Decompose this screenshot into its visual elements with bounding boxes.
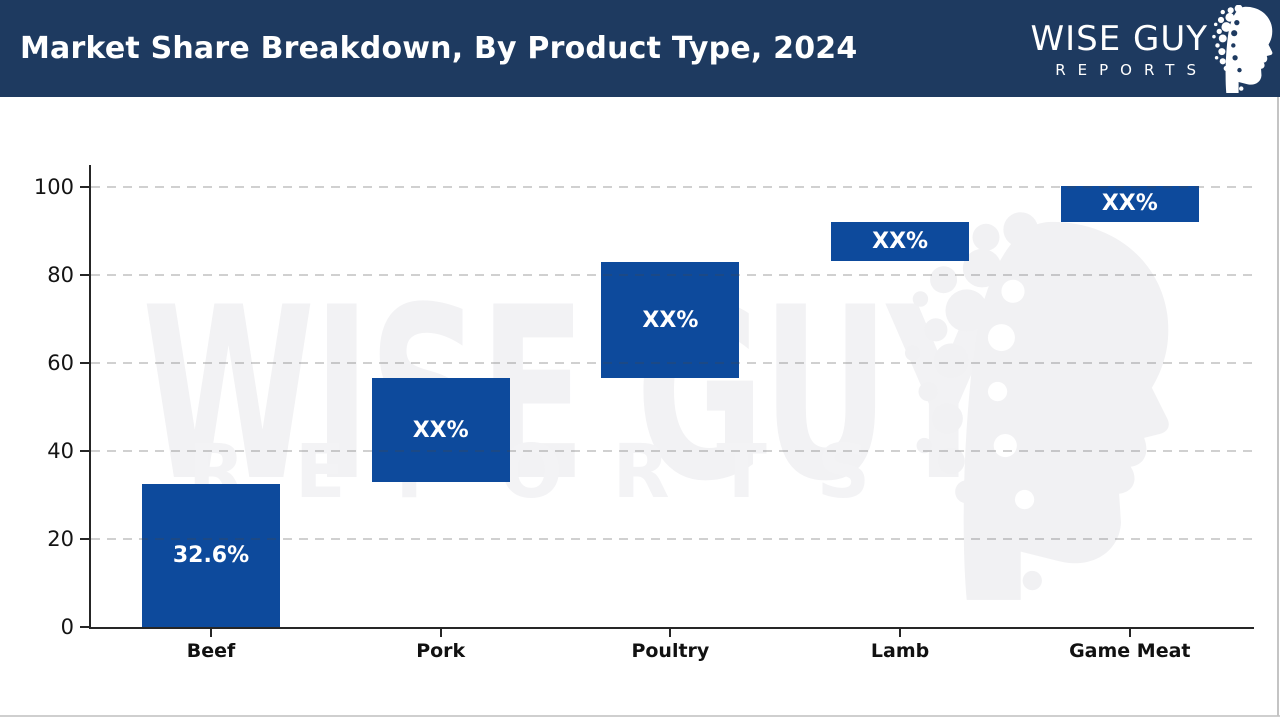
x-tick-label-poultry: Poultry — [631, 640, 710, 662]
gridline-60 — [91, 362, 1253, 364]
y-tick-label: 20 — [47, 527, 74, 551]
x-tick-label-lamb: Lamb — [870, 640, 930, 662]
y-tick-mark — [80, 538, 89, 540]
x-tick-mark — [210, 629, 212, 637]
x-tick-label-pork: Pork — [416, 640, 466, 662]
gridline-20 — [91, 538, 1253, 540]
bar-value-label: 32.6% — [172, 542, 250, 568]
chart-area: WISE GUY REPORTS 0 20 40 60 8 — [0, 97, 1280, 720]
bar-beef: 32.6% — [142, 483, 280, 627]
y-tick-mark — [80, 274, 89, 276]
x-tick-label-beef: Beef — [186, 640, 236, 662]
wise-guy-logo: WISE GUY REPORTS — [1030, 4, 1274, 94]
gridline-80 — [91, 274, 1253, 276]
watermark-head-icon — [905, 212, 1169, 600]
x-axis-line — [89, 627, 1254, 629]
y-axis-line — [89, 165, 91, 629]
bar-pork: XX% — [371, 378, 510, 482]
bar-game-meat: XX% — [1060, 185, 1199, 223]
y-tick-mark — [80, 362, 89, 364]
header-bar: Market Share Breakdown, By Product Type,… — [0, 0, 1280, 97]
y-tick-label: 100 — [33, 175, 74, 199]
y-tick-mark — [80, 450, 89, 452]
watermark: WISE GUY REPORTS — [0, 97, 1280, 720]
y-tick-mark — [80, 186, 89, 188]
watermark-subtext: REPORTS — [188, 429, 921, 515]
page-right-border — [1277, 97, 1279, 716]
gridline-40 — [91, 450, 1253, 452]
y-tick-mark — [80, 626, 89, 628]
watermark-wordmark: WISE GUY — [142, 257, 1001, 534]
logo-subtext: REPORTS — [1055, 60, 1208, 79]
bar-value-label: XX% — [412, 417, 469, 443]
logo-wordmark: WISE GUY — [1030, 18, 1208, 59]
page-bottom-border — [0, 715, 1280, 717]
bar-value-label: XX% — [642, 307, 699, 333]
y-tick-label: 40 — [47, 439, 74, 463]
page-title: Market Share Breakdown, By Product Type,… — [20, 31, 858, 66]
x-tick-mark — [1128, 629, 1131, 637]
x-tick-mark — [669, 629, 672, 637]
x-tick-label-game-meat: Game Meat — [1069, 640, 1191, 662]
x-tick-mark — [899, 629, 902, 637]
bar-value-label: XX% — [872, 229, 929, 255]
y-tick-label: 0 — [60, 615, 74, 639]
bar-lamb: XX% — [831, 222, 970, 261]
gridline-100 — [91, 186, 1253, 188]
logo-text: WISE GUY REPORTS — [1030, 20, 1208, 79]
logo-head-icon — [1212, 5, 1273, 93]
y-tick-label: 60 — [47, 351, 74, 375]
y-tick-label: 80 — [47, 263, 74, 287]
bar-value-label: XX% — [1101, 191, 1158, 217]
x-tick-mark — [439, 629, 442, 637]
bar-poultry: XX% — [601, 261, 740, 379]
